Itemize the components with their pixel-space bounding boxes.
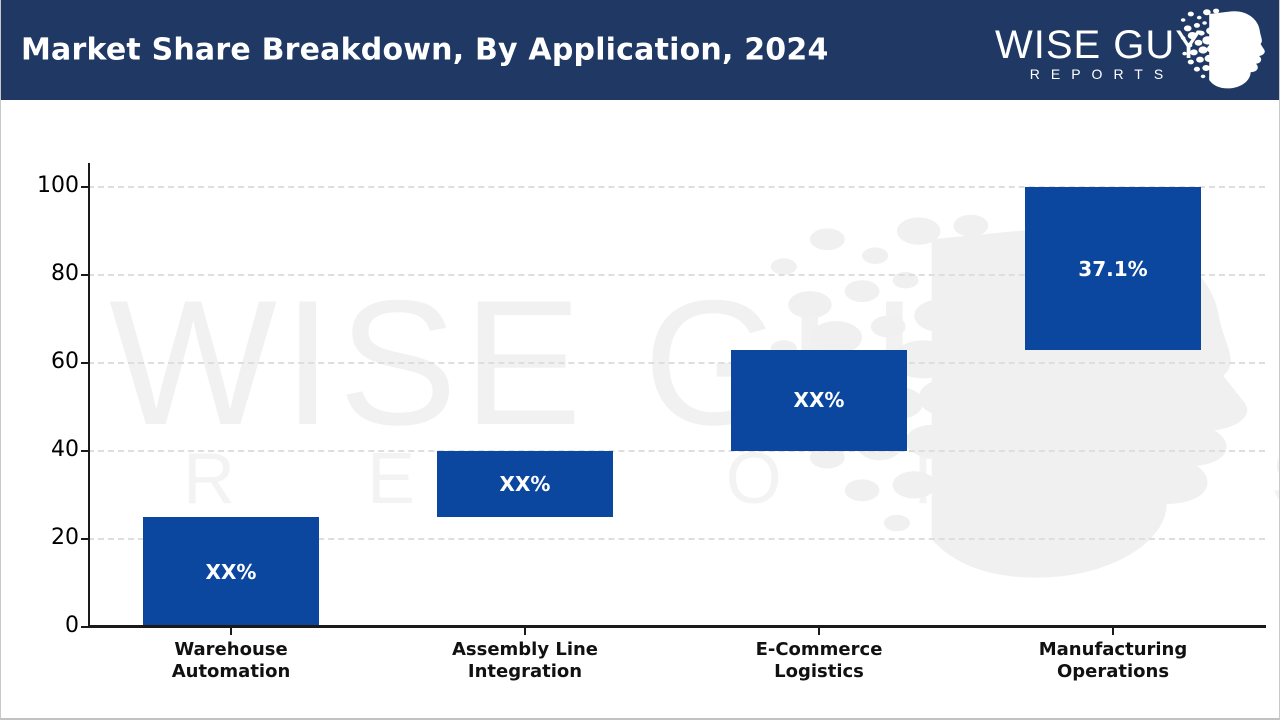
x-axis-label-line: Integration bbox=[467, 661, 583, 682]
x-axis-label-line: Automation bbox=[171, 661, 291, 682]
x-axis-line bbox=[88, 625, 1266, 628]
x-axis-label-line: Operations bbox=[1056, 661, 1170, 682]
x-axis-label-line: Manufacturing bbox=[1038, 639, 1188, 660]
x-axis-label-manufacturing-operations: Manufacturing Operations bbox=[973, 639, 1253, 683]
y-axis-label-60: 60 bbox=[51, 349, 79, 374]
x-axis-label-assembly-line-integration: Assembly Line Integration bbox=[385, 639, 665, 683]
gridline-60 bbox=[88, 362, 1265, 364]
header-band: Market Share Breakdown, By Application, … bbox=[1, 0, 1279, 100]
y-tick-60 bbox=[81, 362, 88, 364]
wise-guy-reports-logo: WISE GUY REPORTS bbox=[995, 4, 1269, 96]
y-tick-40 bbox=[81, 450, 88, 452]
gridline-80 bbox=[88, 274, 1265, 276]
y-axis-label-80: 80 bbox=[51, 261, 79, 286]
logo-subtitle: REPORTS bbox=[1029, 66, 1175, 82]
bar-value-label-assembly-line-integration: XX% bbox=[499, 472, 551, 496]
y-axis-spine bbox=[88, 163, 90, 627]
y-axis-label-100: 100 bbox=[37, 173, 79, 198]
bar-value-label-warehouse-automation: XX% bbox=[205, 560, 257, 584]
y-tick-80 bbox=[81, 274, 88, 276]
x-tick-manufacturing-operations bbox=[1112, 628, 1114, 635]
x-tick-e-commerce-logistics bbox=[818, 628, 820, 635]
x-axis-label-line: Assembly Line bbox=[451, 639, 599, 660]
x-axis-label-line: E-Commerce bbox=[755, 639, 883, 660]
x-axis-label-e-commerce-logistics: E-Commerce Logistics bbox=[679, 639, 959, 683]
y-tick-100 bbox=[81, 186, 88, 188]
bar-value-label-manufacturing-operations: 37.1% bbox=[1078, 256, 1148, 281]
bar-assembly-line-integration: XX% bbox=[437, 451, 613, 517]
x-axis-label-warehouse-automation: Warehouse Automation bbox=[91, 639, 371, 683]
bar-manufacturing-operations: 37.1% bbox=[1025, 187, 1201, 351]
bar-value-label-e-commerce-logistics: XX% bbox=[793, 388, 845, 413]
logo-text: WISE GUY REPORTS bbox=[995, 25, 1203, 81]
y-axis-label-0: 0 bbox=[65, 613, 79, 638]
page-title: Market Share Breakdown, By Application, … bbox=[21, 32, 829, 68]
x-tick-warehouse-automation bbox=[230, 628, 232, 635]
x-axis-label-line: Warehouse bbox=[174, 639, 288, 660]
x-tick-assembly-line-integration bbox=[524, 628, 526, 635]
x-axis-label-line: Logistics bbox=[774, 661, 864, 682]
y-axis-label-20: 20 bbox=[51, 525, 79, 550]
gridline-20 bbox=[88, 538, 1265, 540]
y-axis-label-40: 40 bbox=[51, 437, 79, 462]
gridline-100 bbox=[88, 186, 1265, 188]
logo-wordmark: WISE GUY bbox=[994, 23, 1203, 67]
y-tick-20 bbox=[81, 538, 88, 540]
gridline-40 bbox=[88, 450, 1265, 452]
y-tick-0 bbox=[81, 626, 88, 628]
bar-e-commerce-logistics: XX% bbox=[731, 349, 907, 451]
bar-warehouse-automation: XX% bbox=[143, 517, 319, 627]
